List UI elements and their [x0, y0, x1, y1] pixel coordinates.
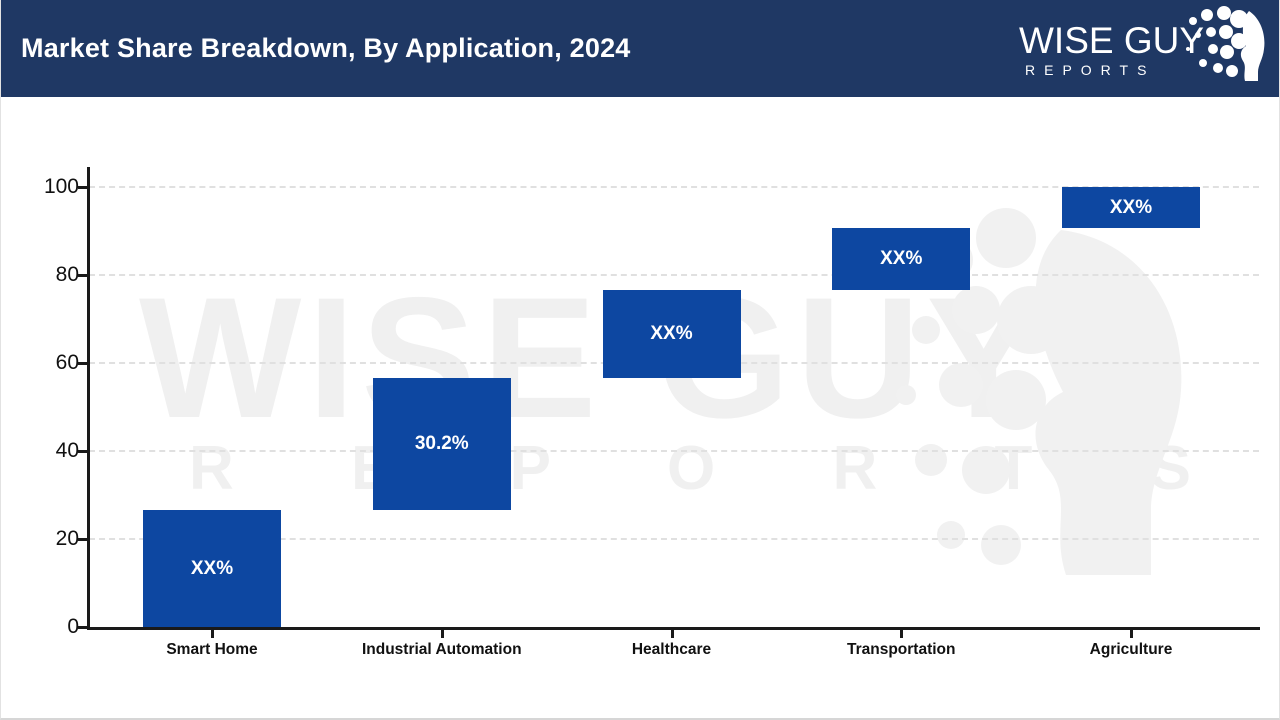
- y-tick-label: 60: [55, 351, 79, 374]
- x-tick-mark: [440, 630, 444, 638]
- x-axis-line: [87, 627, 1260, 630]
- category-label: Transportation: [846, 641, 956, 658]
- bar-segment: XX%: [143, 510, 281, 627]
- category-label: Healthcare: [631, 641, 712, 658]
- gridline[interactable]: [89, 274, 1259, 276]
- y-tick-label: 40: [55, 439, 79, 462]
- bar-segment: 30.2%: [372, 377, 511, 511]
- y-axis-line: [87, 167, 90, 630]
- y-tick-mark: [78, 450, 87, 453]
- bar-segment: XX%: [1062, 187, 1200, 229]
- x-tick-mark: [900, 630, 904, 638]
- y-tick-mark: [78, 626, 87, 629]
- y-tick-mark: [78, 362, 87, 365]
- logo-subtext: REPORTS: [1025, 62, 1155, 78]
- logo-wordmark: WISE GUY: [1019, 20, 1204, 61]
- bar-segment: XX%: [602, 289, 741, 378]
- y-tick-mark: [78, 186, 87, 189]
- bar-value-label: XX%: [650, 322, 693, 344]
- page-title: Market Share Breakdown, By Application, …: [21, 33, 631, 63]
- category-label: Agriculture: [1089, 641, 1173, 658]
- category-label: Industrial Automation: [361, 641, 522, 658]
- y-tick-label: 0: [67, 615, 79, 638]
- bar-segment: XX%: [832, 228, 971, 290]
- y-tick-label: 100: [43, 175, 79, 198]
- bar-value-label: 30.2%: [414, 432, 469, 454]
- x-tick-mark: [211, 630, 214, 638]
- y-tick-mark: [78, 274, 87, 277]
- logo-graphic: WISE GUY REPORTS: [1019, 6, 1265, 81]
- gridline[interactable]: [89, 186, 1259, 188]
- category-label: Smart Home: [166, 641, 258, 658]
- wise-guy-reports-logo: WISE GUY REPORTS: [1017, 5, 1265, 92]
- y-tick-mark: [78, 538, 87, 541]
- y-tick-label: 80: [55, 263, 79, 286]
- x-tick-mark: [670, 630, 674, 638]
- bar-value-label: XX%: [1109, 196, 1153, 218]
- dotted-head-icon: [1186, 6, 1265, 81]
- gridline[interactable]: [89, 450, 1259, 452]
- bar-value-label: XX%: [880, 247, 923, 269]
- gridline[interactable]: [89, 538, 1259, 540]
- y-tick-label: 20: [55, 527, 79, 550]
- bar-value-label: XX%: [190, 557, 234, 579]
- x-tick-mark: [1130, 630, 1133, 638]
- header-bar: Market Share Breakdown, By Application, …: [1, 0, 1279, 97]
